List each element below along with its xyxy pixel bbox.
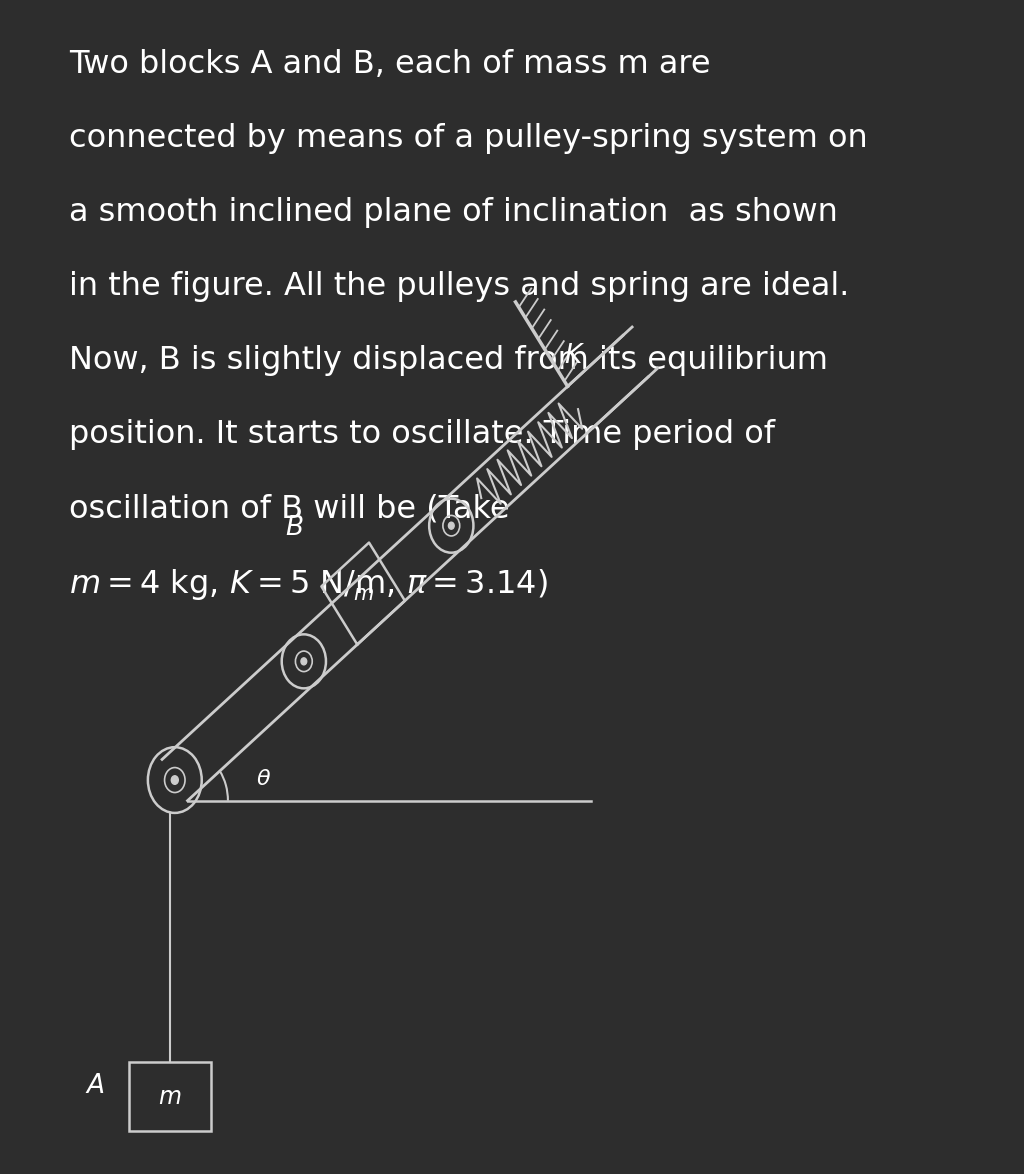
Circle shape [449, 522, 455, 529]
Text: $B$: $B$ [285, 515, 303, 541]
Text: $m$: $m$ [159, 1085, 181, 1108]
Text: $m = 4$ kg, $K = 5$ N/m, $\pi = 3.14$): $m = 4$ kg, $K = 5$ N/m, $\pi = 3.14$) [70, 567, 548, 602]
Text: connected by means of a pulley-spring system on: connected by means of a pulley-spring sy… [70, 123, 868, 154]
Text: oscillation of B will be (Take: oscillation of B will be (Take [70, 493, 510, 524]
Text: position. It starts to oscillate. Time period of: position. It starts to oscillate. Time p… [70, 419, 775, 450]
Circle shape [171, 776, 178, 784]
Text: $m$: $m$ [352, 583, 374, 603]
Text: $K$: $K$ [563, 344, 585, 370]
Text: $\theta$: $\theta$ [256, 769, 271, 789]
Text: a smooth inclined plane of inclination  as shown: a smooth inclined plane of inclination a… [70, 197, 838, 228]
Text: Two blocks A and B, each of mass m are: Two blocks A and B, each of mass m are [70, 49, 711, 80]
Text: $A$: $A$ [85, 1073, 105, 1099]
Circle shape [301, 657, 307, 664]
Text: in the figure. All the pulleys and spring are ideal.: in the figure. All the pulleys and sprin… [70, 271, 850, 302]
Text: Now, B is slightly displaced from its equilibrium: Now, B is slightly displaced from its eq… [70, 345, 828, 376]
Bar [129, 1062, 211, 1131]
